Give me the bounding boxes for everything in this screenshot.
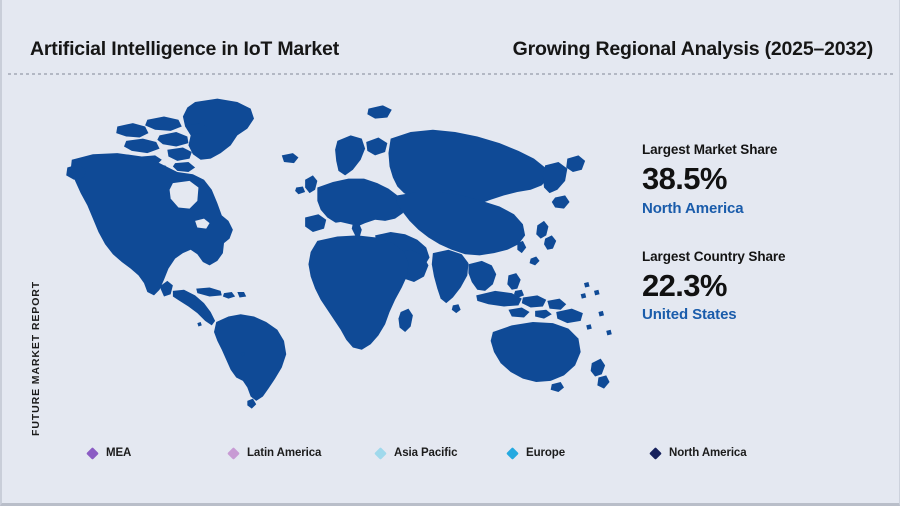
stat-largest-country-share: Largest Country Share 22.3% United State… (642, 249, 880, 324)
legend-item-mea[interactable]: MEA (86, 446, 132, 460)
legend-item-asia-pacific[interactable]: Asia Pacific (374, 446, 458, 460)
legend-label: Latin America (247, 447, 322, 459)
legend-label: Asia Pacific (394, 447, 458, 459)
page-title: Artificial Intelligence in IoT Market (30, 38, 339, 60)
stat-region: North America (642, 199, 744, 217)
legend-marker-icon (86, 446, 99, 460)
legend-label: North America (669, 447, 747, 459)
stat-value: 22.3% (642, 267, 728, 303)
stat-label: Largest Market Share (642, 142, 778, 157)
legend-marker-icon (374, 446, 387, 460)
header-bar: Artificial Intelligence in IoT Market Gr… (2, 0, 899, 74)
header-subtitle: Growing Regional Analysis (2025–2032) (512, 38, 874, 60)
legend-marker-icon (649, 446, 662, 460)
legend-marker-icon (227, 446, 240, 460)
stat-value: 38.5% (642, 161, 728, 196)
map-legend: MEA Latin America Asia Pacific Europe No… (86, 446, 788, 467)
brand-vertical-label: FUTURE MARKET REPORT (30, 280, 42, 436)
stats-panel: Largest Market Share 38.5% North America… (642, 142, 880, 355)
legend-item-latin-america[interactable]: Latin America (227, 446, 322, 460)
world-map (64, 92, 624, 412)
legend-item-north-america[interactable]: North America (649, 446, 747, 460)
stat-region: United States (642, 306, 737, 324)
header-divider (8, 73, 895, 75)
legend-item-europe[interactable]: Europe (506, 446, 566, 460)
legend-label: MEA (106, 447, 132, 459)
map-landmasses (66, 98, 612, 409)
stat-label: Largest Country Share (642, 248, 786, 264)
legend-label: Europe (526, 447, 566, 459)
stat-largest-market-share: Largest Market Share 38.5% North America (642, 142, 880, 217)
legend-marker-icon (506, 446, 519, 460)
world-map-svg (66, 98, 612, 409)
